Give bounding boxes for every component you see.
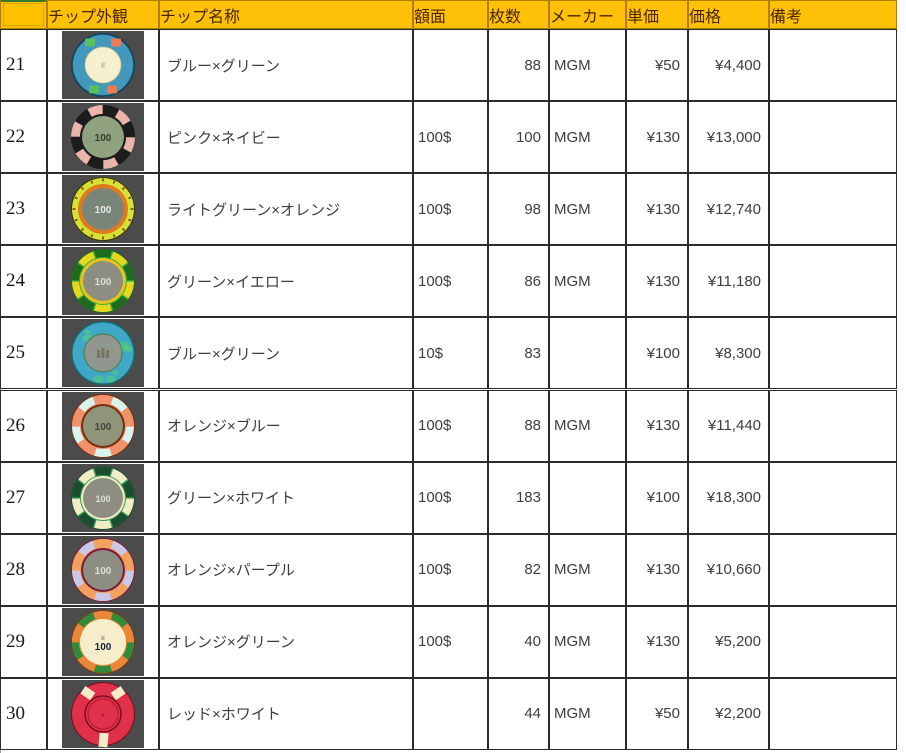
svg-text:100: 100 xyxy=(95,133,112,144)
svg-text:100: 100 xyxy=(95,642,112,653)
svg-text:♕: ♕ xyxy=(100,635,105,642)
svg-text:100: 100 xyxy=(95,205,112,216)
svg-text:♕: ♕ xyxy=(100,62,106,70)
svg-text:100: 100 xyxy=(95,277,112,288)
svg-text:100: 100 xyxy=(95,566,112,577)
svg-text:★: ★ xyxy=(100,712,105,719)
svg-text:100: 100 xyxy=(95,422,112,433)
svg-text:100: 100 xyxy=(95,494,110,504)
